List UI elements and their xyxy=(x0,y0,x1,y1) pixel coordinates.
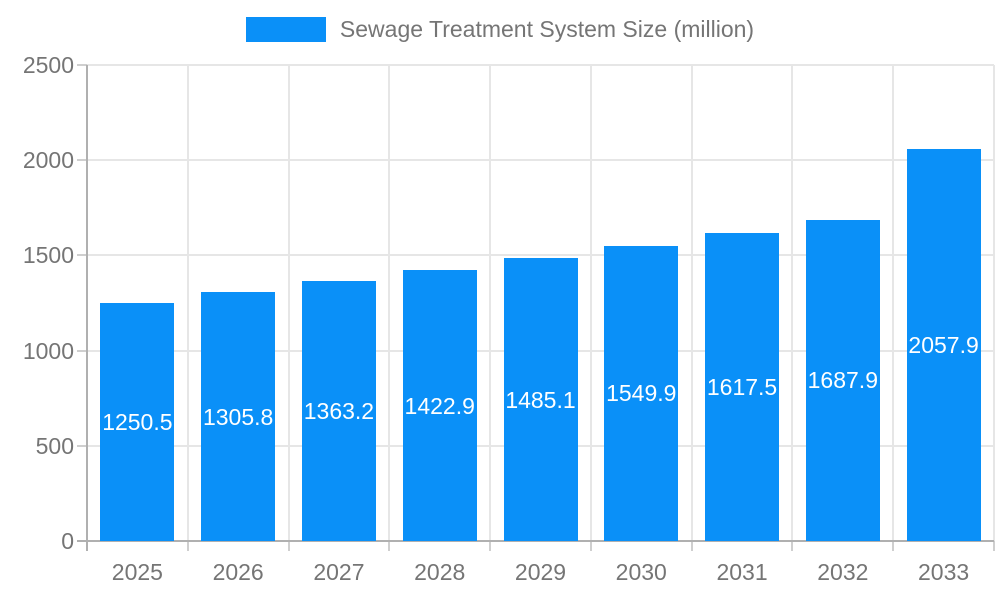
bar[interactable] xyxy=(805,219,880,541)
bar[interactable] xyxy=(906,149,981,541)
y-axis-line xyxy=(86,65,88,551)
bar-value-label: 2057.9 xyxy=(908,332,979,359)
y-grid-line xyxy=(87,254,994,257)
y-grid-line xyxy=(87,159,994,162)
x-tick xyxy=(388,541,391,551)
x-grid-line xyxy=(186,65,189,541)
y-axis-label: 1500 xyxy=(22,242,74,269)
x-axis-line xyxy=(77,540,994,542)
bar[interactable] xyxy=(201,292,276,541)
x-tick xyxy=(186,541,189,551)
x-grid-line xyxy=(690,65,693,541)
x-grid-line xyxy=(388,65,391,541)
x-tick xyxy=(892,541,895,551)
x-tick xyxy=(993,541,995,551)
bar-value-label: 1485.1 xyxy=(505,386,576,413)
y-axis-label: 2500 xyxy=(22,52,74,78)
x-tick xyxy=(489,541,492,551)
bar-value-label: 1422.9 xyxy=(404,392,475,419)
bar-value-label: 1363.2 xyxy=(303,398,375,425)
x-axis-label: 2032 xyxy=(817,559,869,585)
x-axis-label: 2030 xyxy=(615,559,667,585)
y-tick xyxy=(77,349,87,352)
bar-value-label: 1617.5 xyxy=(706,374,778,400)
x-axis-label: 2026 xyxy=(212,559,264,585)
bar[interactable] xyxy=(604,245,679,541)
x-grid-line xyxy=(287,65,290,541)
bar-value-label: 1549.9 xyxy=(606,380,677,407)
legend-item[interactable]: Sewage Treatment System Size (million) xyxy=(245,16,755,43)
x-axis-label: 2029 xyxy=(514,559,567,585)
x-tick xyxy=(589,541,592,551)
x-tick xyxy=(287,541,290,551)
x-tick xyxy=(690,541,693,551)
y-axis-label: 500 xyxy=(35,432,74,459)
bar-value-label: 1305.8 xyxy=(202,403,274,430)
bar[interactable] xyxy=(503,258,578,541)
legend: Sewage Treatment System Size (million) xyxy=(0,16,1000,43)
x-grid-line xyxy=(892,65,895,541)
bar[interactable] xyxy=(301,281,376,541)
x-grid-line xyxy=(589,65,592,541)
bar[interactable] xyxy=(100,302,175,541)
y-tick xyxy=(77,64,87,66)
x-axis-label: 2031 xyxy=(716,559,768,585)
bar[interactable] xyxy=(402,270,477,541)
x-axis-label: 2028 xyxy=(414,559,466,585)
x-grid-line xyxy=(489,65,492,541)
y-axis-label: 0 xyxy=(61,528,74,554)
y-tick xyxy=(77,254,87,257)
y-tick xyxy=(77,159,87,162)
x-axis-label: 2027 xyxy=(313,559,365,585)
y-tick xyxy=(77,444,87,447)
x-axis-label: 2025 xyxy=(111,559,163,585)
y-axis-label: 2000 xyxy=(22,147,74,174)
bar[interactable] xyxy=(705,233,780,541)
y-grid-line xyxy=(87,64,994,66)
y-axis-label: 1000 xyxy=(22,337,74,364)
x-grid-line xyxy=(791,65,794,541)
x-axis-label: 2033 xyxy=(918,559,970,585)
bar-value-label: 1687.9 xyxy=(807,367,878,394)
legend-swatch-icon xyxy=(245,17,326,42)
bar-value-label: 1250.5 xyxy=(102,408,173,435)
x-grid-line xyxy=(993,65,995,541)
legend-label: Sewage Treatment System Size (million) xyxy=(339,16,755,42)
x-tick xyxy=(791,541,794,551)
